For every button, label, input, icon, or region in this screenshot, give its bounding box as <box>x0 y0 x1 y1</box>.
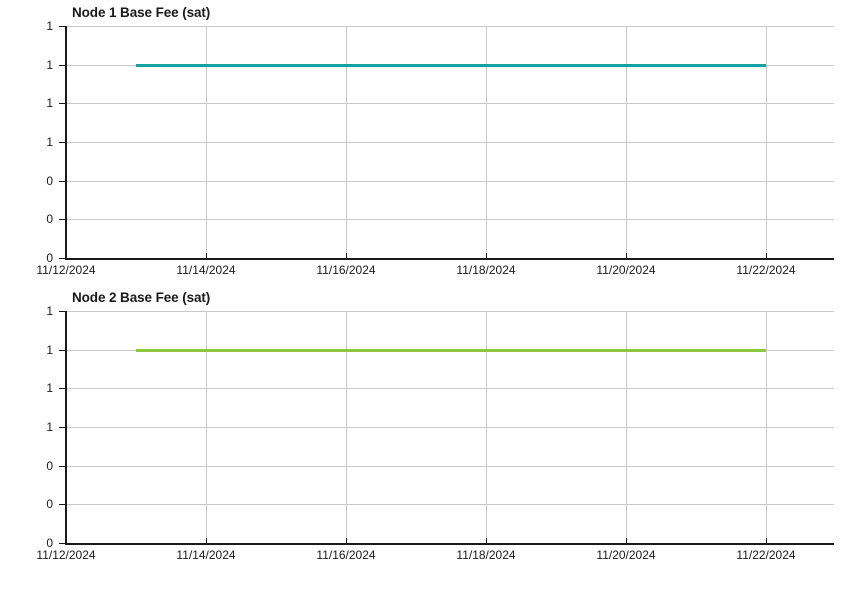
gridline-horizontal <box>66 504 834 506</box>
gridline-vertical <box>626 311 627 543</box>
y-tick-mark <box>59 103 66 105</box>
y-tick-label: 1 <box>46 19 53 33</box>
gridline-horizontal <box>66 142 834 143</box>
gridline-horizontal <box>66 388 834 390</box>
gridline-vertical <box>346 26 347 258</box>
gridline-vertical <box>766 26 767 258</box>
x-tick-mark <box>66 253 67 260</box>
x-tick-mark <box>766 253 767 260</box>
x-tick-label: 11/16/2024 <box>316 263 376 277</box>
plot-area <box>66 311 834 544</box>
y-tick-label: 0 <box>46 212 53 227</box>
x-tick-mark <box>346 253 347 260</box>
x-tick-label: 11/16/2024 <box>316 548 376 562</box>
gridline-horizontal <box>66 311 834 312</box>
plot-area <box>66 26 834 259</box>
y-tick-mark <box>59 349 66 351</box>
y-tick-label: 1 <box>46 304 53 318</box>
y-tick-label: 1 <box>46 135 53 149</box>
y-tick-mark <box>59 219 66 221</box>
x-tick-label: 11/12/2024 <box>36 548 96 562</box>
chart-title: Node 1 Base Fee (sat) <box>72 5 211 20</box>
y-tick-mark <box>59 427 66 428</box>
y-axis <box>65 311 67 544</box>
y-tick-mark <box>59 311 66 312</box>
x-tick-mark <box>206 253 207 260</box>
y-tick-label: 0 <box>46 173 53 188</box>
gridline-horizontal <box>66 465 834 467</box>
y-axis <box>65 26 67 259</box>
x-tick-mark <box>486 538 487 545</box>
x-tick-label: 11/20/2024 <box>596 263 656 277</box>
x-tick-label: 11/18/2024 <box>456 263 516 277</box>
y-tick-mark <box>59 64 66 66</box>
chart-panel-1: Node 1 Base Fee (sat) 1 1 1 1 0 0 0 11/12/2024 11… <box>0 0 860 290</box>
x-tick-mark <box>206 538 207 545</box>
x-axis <box>65 258 834 260</box>
y-tick-label: 0 <box>46 251 53 265</box>
y-tick-label: 1 <box>46 57 53 72</box>
y-tick-mark <box>59 142 66 143</box>
y-tick-mark <box>59 180 66 182</box>
gridline-horizontal <box>66 427 834 428</box>
gridline-vertical <box>206 311 207 543</box>
x-tick-label: 11/14/2024 <box>176 263 236 277</box>
chart-title: Node 2 Base Fee (sat) <box>72 290 211 305</box>
x-tick-label: 11/20/2024 <box>596 548 656 562</box>
y-tick-label: 1 <box>46 96 53 111</box>
x-tick-label: 11/14/2024 <box>176 548 236 562</box>
y-tick-mark <box>59 258 66 259</box>
gridline-vertical <box>346 311 347 543</box>
x-tick-label: 11/22/2024 <box>736 263 796 277</box>
gridline-horizontal <box>66 180 834 182</box>
chart-panel-2: Node 2 Base Fee (sat) 1 1 1 1 0 0 0 11/12/2024 11… <box>0 285 860 575</box>
x-tick-mark <box>346 538 347 545</box>
gridline-horizontal <box>66 219 834 221</box>
gridline-horizontal <box>66 26 834 27</box>
x-tick-mark <box>486 253 487 260</box>
x-tick-mark <box>66 538 67 545</box>
y-tick-label: 0 <box>46 497 53 512</box>
y-tick-mark <box>59 388 66 390</box>
x-tick-mark <box>626 538 627 545</box>
x-axis <box>65 543 834 545</box>
x-tick-label: 11/18/2024 <box>456 548 516 562</box>
gridline-vertical <box>486 311 487 543</box>
y-tick-label: 1 <box>46 381 53 396</box>
gridline-vertical <box>206 26 207 258</box>
x-tick-mark <box>626 253 627 260</box>
y-tick-mark <box>59 504 66 506</box>
gridline-vertical <box>486 26 487 258</box>
y-tick-mark <box>59 26 66 27</box>
y-tick-label: 1 <box>46 342 53 357</box>
gridline-vertical <box>766 311 767 543</box>
series-line <box>136 348 766 352</box>
gridline-vertical <box>626 26 627 258</box>
y-tick-label: 0 <box>46 536 53 550</box>
y-tick-label: 0 <box>46 458 53 473</box>
x-tick-mark <box>766 538 767 545</box>
y-tick-mark <box>59 465 66 467</box>
gridline-horizontal <box>66 103 834 105</box>
y-tick-label: 1 <box>46 420 53 434</box>
x-tick-label: 11/12/2024 <box>36 263 96 277</box>
x-tick-label: 11/22/2024 <box>736 548 796 562</box>
y-tick-mark <box>59 543 66 544</box>
series-line <box>136 63 766 67</box>
